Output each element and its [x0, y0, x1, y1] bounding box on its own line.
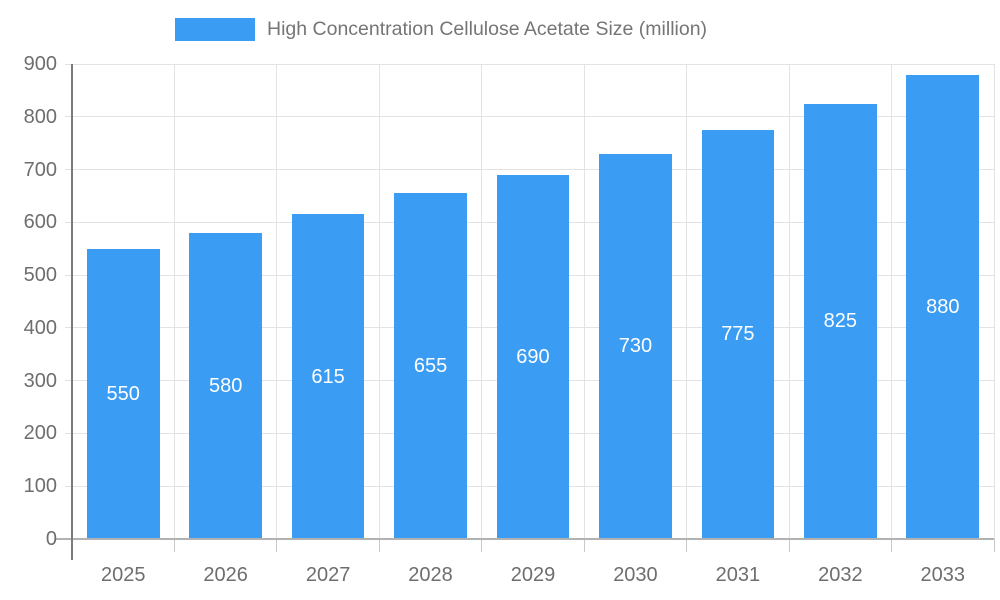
y-axis-tick-label: 900 [23, 53, 57, 75]
y-axis-line [71, 64, 73, 560]
x-axis-tick [686, 539, 688, 552]
x-axis-tick-label: 2033 [920, 564, 966, 586]
x-axis-tick [891, 539, 893, 552]
y-axis-tick-label: 100 [23, 475, 57, 498]
gridline-vertical [891, 64, 893, 539]
bar[interactable] [599, 153, 672, 539]
bar[interactable] [291, 214, 365, 539]
bar[interactable] [803, 103, 877, 539]
y-axis-tick-label: 800 [23, 105, 57, 128]
gridline-vertical [481, 64, 483, 539]
x-axis-tick-label: 2030 [613, 564, 658, 586]
x-axis-tick [788, 539, 790, 552]
legend-swatch-icon [175, 18, 255, 41]
legend[interactable]: High Concentration Cellulose Acetate Siz… [175, 18, 707, 41]
bar[interactable] [189, 232, 263, 539]
x-axis-tick-label: 2031 [715, 564, 761, 586]
x-axis-tick [378, 539, 380, 552]
y-axis-tick-label: 0 [45, 528, 57, 550]
bar[interactable] [906, 74, 980, 539]
x-axis-tick-label: 2032 [818, 564, 863, 586]
gridline-horizontal [65, 63, 994, 65]
gridline-horizontal [65, 169, 994, 171]
x-axis-tick-label: 2028 [408, 564, 453, 586]
gridline-vertical [686, 64, 688, 539]
gridline-horizontal [65, 116, 994, 118]
gridline-vertical [993, 64, 995, 539]
bar[interactable] [701, 129, 775, 539]
x-axis-tick [481, 539, 483, 552]
gridline-vertical [788, 64, 790, 539]
gridline-vertical [276, 64, 278, 539]
bar[interactable] [86, 248, 160, 539]
x-axis-tick [993, 539, 995, 552]
x-axis-tick-label: 2029 [510, 564, 556, 586]
y-axis-tick-label: 500 [23, 264, 57, 287]
y-axis-tick-label: 400 [23, 316, 57, 339]
x-axis-tick-label: 2027 [305, 564, 351, 586]
bar[interactable] [394, 193, 467, 539]
x-axis-tick [583, 539, 585, 552]
gridline-vertical [378, 64, 380, 539]
gridline-vertical [583, 64, 585, 539]
x-axis-tick [276, 539, 278, 552]
x-axis-tick-label: 2026 [203, 564, 248, 586]
x-axis-tick [173, 539, 175, 552]
y-axis-tick-label: 700 [23, 158, 57, 181]
bar[interactable] [496, 174, 570, 539]
x-axis-tick-label: 2025 [100, 564, 146, 586]
y-axis-tick-label: 300 [23, 369, 57, 392]
x-axis-line [56, 538, 994, 540]
y-axis-tick-label: 600 [23, 211, 57, 234]
legend-label: High Concentration Cellulose Acetate Siz… [267, 18, 708, 40]
y-axis-tick-label: 200 [23, 422, 57, 445]
gridline-vertical [173, 64, 175, 539]
